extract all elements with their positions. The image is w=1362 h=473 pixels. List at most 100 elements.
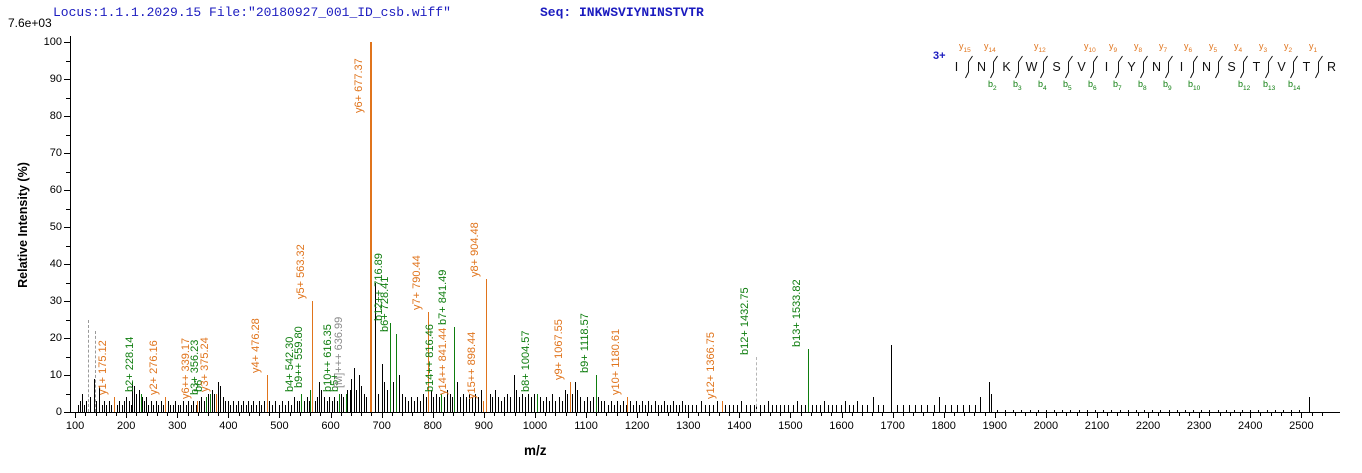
x-tick bbox=[218, 413, 220, 416]
peak bbox=[666, 404, 668, 412]
x-tick bbox=[759, 413, 761, 416]
peak bbox=[475, 393, 477, 412]
x-tick bbox=[156, 413, 158, 416]
x-tick bbox=[115, 413, 117, 416]
fragment-peak-label: y5+ 563.32 bbox=[294, 244, 307, 299]
peak bbox=[1160, 410, 1162, 412]
peak bbox=[883, 404, 885, 412]
x-tick bbox=[75, 413, 77, 418]
x-tick bbox=[943, 413, 945, 418]
peak bbox=[1013, 410, 1015, 412]
peak bbox=[501, 400, 503, 412]
x-tick bbox=[1066, 413, 1068, 416]
fragment-peak-label: b7+ 841.49 bbox=[437, 269, 449, 325]
peak bbox=[1054, 410, 1056, 412]
x-tick bbox=[1025, 413, 1027, 416]
y-tick bbox=[64, 79, 70, 80]
y-ion-label: y15 bbox=[959, 41, 971, 54]
y-tick bbox=[64, 42, 70, 43]
peak bbox=[198, 400, 200, 412]
peak bbox=[604, 400, 606, 412]
y-tick bbox=[66, 393, 70, 395]
peak bbox=[890, 345, 892, 412]
y-tick-label: 10 bbox=[49, 369, 62, 381]
fragment-cleavage-mark bbox=[1265, 55, 1273, 79]
y-tick-label: 70 bbox=[49, 147, 62, 159]
peak bbox=[598, 397, 600, 412]
peak bbox=[1250, 410, 1252, 412]
y-tick bbox=[64, 227, 70, 228]
peak bbox=[522, 393, 524, 412]
peak bbox=[944, 404, 946, 412]
x-tick bbox=[923, 413, 925, 416]
peak bbox=[150, 400, 152, 412]
peak bbox=[1274, 410, 1276, 412]
y-tick bbox=[66, 97, 70, 99]
ladder-residue: N bbox=[1151, 60, 1162, 74]
peak bbox=[366, 397, 368, 412]
peak bbox=[696, 404, 698, 412]
peak bbox=[132, 382, 134, 412]
x-tick bbox=[1127, 413, 1129, 416]
x-tick-label: 2100 bbox=[1084, 420, 1110, 432]
x-tick-label: 1000 bbox=[522, 420, 548, 432]
peak bbox=[796, 400, 798, 412]
x-tick bbox=[800, 413, 802, 416]
y-tick bbox=[66, 282, 70, 284]
x-tick-label: 2500 bbox=[1289, 420, 1314, 432]
y-ion-label: y2 bbox=[1284, 41, 1293, 54]
peak bbox=[763, 404, 765, 412]
fragment-cleavage-mark bbox=[1015, 55, 1023, 79]
x-tick bbox=[422, 413, 424, 416]
peak bbox=[1217, 410, 1219, 412]
x-tick bbox=[248, 413, 250, 416]
peak bbox=[96, 400, 98, 412]
x-tick bbox=[1015, 413, 1017, 416]
peak bbox=[85, 400, 87, 412]
x-tick bbox=[391, 413, 393, 416]
peak bbox=[77, 404, 79, 412]
peak bbox=[329, 397, 330, 412]
x-tick bbox=[729, 413, 731, 416]
peak bbox=[571, 393, 573, 412]
x-tick bbox=[1137, 413, 1139, 416]
x-tick bbox=[913, 413, 915, 416]
peak bbox=[134, 386, 136, 412]
peak bbox=[1299, 410, 1301, 412]
peak bbox=[269, 400, 271, 412]
x-tick bbox=[453, 413, 455, 416]
x-tick bbox=[136, 413, 138, 416]
peak bbox=[331, 400, 333, 412]
x-tick bbox=[841, 413, 843, 418]
x-tick bbox=[269, 413, 271, 416]
fragment-cleavage-mark bbox=[1040, 55, 1048, 79]
x-tick bbox=[739, 413, 741, 418]
ladder-residue: K bbox=[1002, 60, 1011, 74]
peak bbox=[284, 404, 286, 412]
peak bbox=[963, 404, 965, 412]
x-tick bbox=[1045, 413, 1047, 418]
y-ion-label: y7 bbox=[1159, 41, 1168, 54]
x-tick bbox=[1005, 413, 1006, 416]
peak bbox=[867, 404, 869, 412]
fragment-peak-label: y4+ 476.28 bbox=[250, 318, 263, 373]
peak bbox=[119, 400, 120, 412]
peak bbox=[1266, 410, 1268, 412]
sequence-header: Seq: INKWSVIYNINSTVTR bbox=[540, 5, 704, 20]
x-tick bbox=[861, 413, 863, 416]
peak bbox=[99, 386, 101, 412]
x-tick bbox=[953, 413, 955, 416]
peak bbox=[182, 400, 184, 412]
ladder-residue: V bbox=[1277, 60, 1286, 74]
x-tick bbox=[749, 413, 751, 416]
ladder-residue: V bbox=[1077, 60, 1086, 74]
x-tick bbox=[657, 413, 659, 416]
peak bbox=[1193, 410, 1194, 412]
ladder-residue: Y bbox=[1127, 60, 1136, 74]
x-tick bbox=[984, 413, 986, 416]
peak bbox=[639, 404, 641, 412]
peak bbox=[245, 404, 247, 412]
x-tick bbox=[351, 413, 352, 416]
peak bbox=[753, 404, 755, 412]
x-tick bbox=[534, 413, 536, 418]
